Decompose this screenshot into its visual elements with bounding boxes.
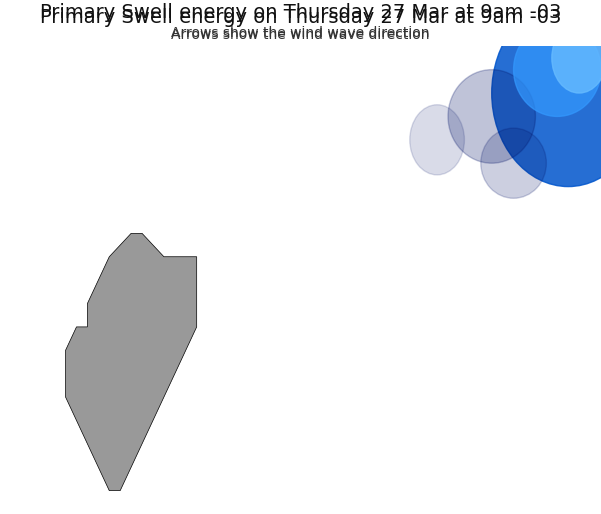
Text: Arrows show the wind wave direction: Arrows show the wind wave direction (171, 26, 430, 41)
Text: Primary Swell energy on Thursday 27 Mar at 9am -03: Primary Swell energy on Thursday 27 Mar … (40, 4, 561, 23)
Polygon shape (66, 233, 197, 490)
Text: Primary Swell energy on Thursday 27 Mar at 9am -03: Primary Swell energy on Thursday 27 Mar … (40, 9, 561, 27)
Ellipse shape (481, 128, 546, 198)
Ellipse shape (448, 69, 535, 163)
Ellipse shape (514, 23, 601, 116)
Ellipse shape (410, 105, 465, 175)
Ellipse shape (552, 23, 601, 93)
Ellipse shape (492, 0, 601, 187)
Text: Arrows show the wind wave direction: Arrows show the wind wave direction (171, 28, 430, 42)
